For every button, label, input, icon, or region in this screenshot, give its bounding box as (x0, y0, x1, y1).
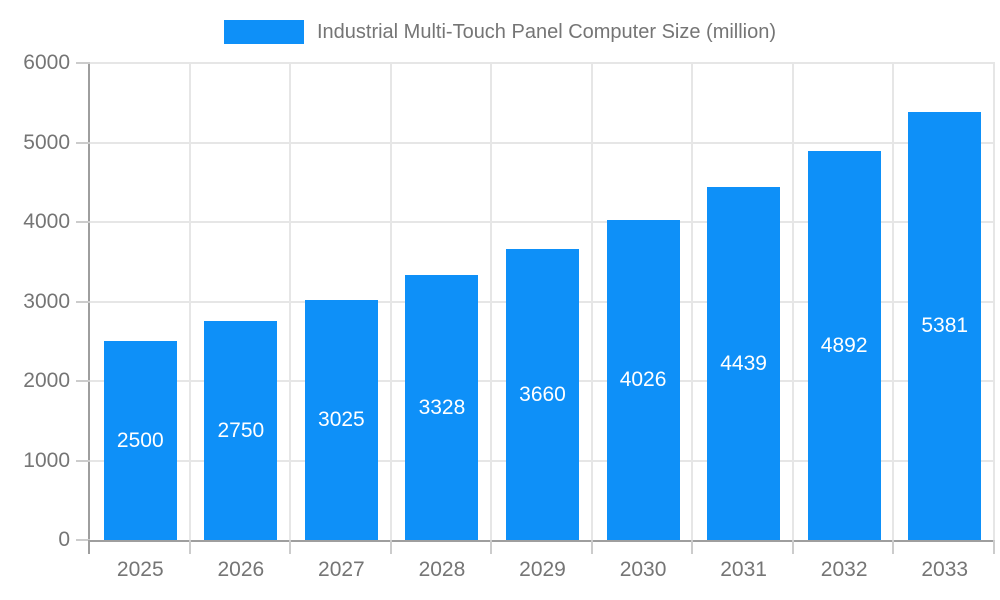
bar-value-label: 3660 (519, 382, 566, 406)
h-gridline (90, 141, 995, 144)
y-axis-label: 6000 (23, 51, 70, 74)
y-axis-tick (76, 62, 90, 64)
bar-value-label: 3328 (418, 395, 466, 419)
y-axis-tick (76, 459, 90, 462)
bar-value-label: 2750 (217, 418, 265, 442)
chart-legend[interactable]: Industrial Multi-Touch Panel Computer Si… (0, 19, 1000, 45)
legend-swatch-icon (223, 20, 304, 44)
v-gridline (691, 63, 694, 540)
v-gridline (389, 63, 392, 540)
v-gridline (993, 63, 995, 540)
x-axis-label: 2027 (318, 558, 365, 581)
h-gridline (90, 62, 995, 64)
x-axis-tick (188, 540, 191, 554)
y-axis-label: 4000 (23, 210, 70, 233)
x-axis-label: 2032 (820, 558, 868, 581)
y-axis-label: 0 (58, 528, 70, 551)
v-gridline (590, 63, 593, 540)
y-axis-tick (76, 380, 90, 382)
bar-2029: 3660 (506, 249, 579, 540)
bar-2030: 4026 (606, 219, 680, 540)
bar-2027: 3025 (304, 299, 378, 540)
x-axis-tick (490, 540, 493, 554)
x-axis-label: 2030 (619, 558, 667, 581)
v-gridline (490, 63, 493, 540)
x-axis-label: 2033 (921, 558, 969, 581)
bar-value-label: 4026 (619, 367, 667, 391)
plot-area: 0 1000 2000 3000 4000 5000 6000 2500 2025 2750 202… (23, 51, 995, 581)
v-gridline (188, 63, 191, 540)
bar-value-label: 3025 (318, 407, 365, 431)
x-axis-tick (590, 540, 593, 554)
x-axis-tick (791, 540, 794, 554)
bar-value-label: 2500 (116, 428, 164, 452)
bar-2028: 3328 (405, 275, 479, 540)
bar-2033: 5381 (908, 112, 982, 540)
v-gridline (791, 63, 794, 540)
x-axis-tick (892, 540, 895, 554)
x-axis-label: 2025 (116, 558, 164, 581)
bar-2031: 4439 (707, 187, 781, 540)
h-gridline (90, 221, 995, 223)
legend-label: Industrial Multi-Touch Panel Computer Si… (316, 20, 777, 43)
y-axis-label: 5000 (23, 130, 70, 154)
y-axis-label: 1000 (23, 448, 70, 472)
bar-value-label: 4892 (820, 333, 868, 357)
x-axis-label: 2029 (519, 558, 566, 581)
x-axis-tick (993, 540, 995, 554)
x-axis-tick (389, 540, 392, 554)
y-axis-tick (76, 141, 90, 144)
bar-value-label: 4439 (720, 351, 767, 375)
y-axis-tick (76, 539, 90, 541)
x-axis-label: 2028 (418, 558, 466, 581)
x-axis-label: 2026 (217, 558, 265, 581)
y-axis-tick (76, 221, 90, 223)
x-axis-tick (289, 540, 292, 554)
v-gridline (892, 63, 895, 540)
y-axis-label: 2000 (23, 369, 70, 392)
v-gridline (289, 63, 292, 540)
bar-2025: 2500 (103, 341, 177, 540)
y-axis-tick (76, 300, 90, 303)
y-axis-label: 3000 (23, 289, 70, 313)
bar-value-label: 5381 (921, 314, 969, 338)
x-axis-tick (691, 540, 694, 554)
bar-2032: 4892 (807, 151, 881, 540)
bar-2026: 2750 (204, 321, 278, 540)
x-axis-tick (88, 540, 90, 554)
x-axis-label: 2031 (720, 558, 767, 581)
